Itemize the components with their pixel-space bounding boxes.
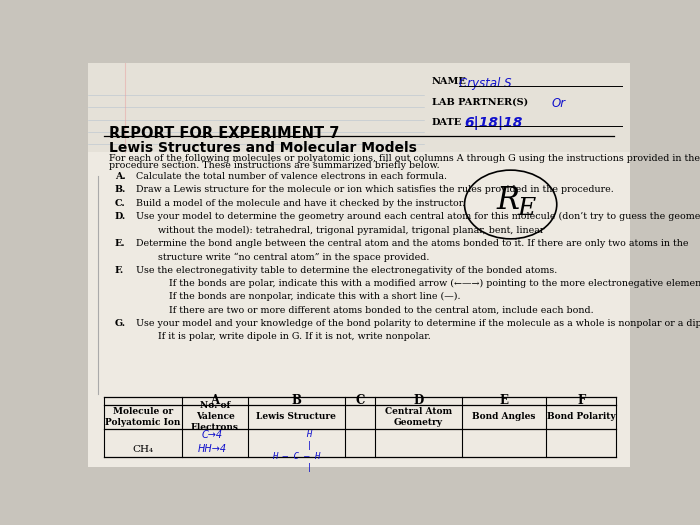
Text: C.: C. <box>115 199 125 208</box>
Text: without the model): tetrahedral, trigonal pyramidal, trigonal planar, bent, line: without the model): tetrahedral, trigona… <box>158 226 545 235</box>
Text: C→4
HH→4: C→4 HH→4 <box>197 430 227 454</box>
Text: Use your model to determine the geometry around each central atom for this molec: Use your model to determine the geometry… <box>136 212 700 222</box>
Text: Crystal S: Crystal S <box>459 77 512 90</box>
Text: If there are two or more different atoms bonded to the central atom, include eac: If there are two or more different atoms… <box>169 306 594 314</box>
Text: DATE: DATE <box>432 118 462 127</box>
Text: Lewis Structures and Molecular Models: Lewis Structures and Molecular Models <box>109 141 417 155</box>
Text: Central Atom
Geometry: Central Atom Geometry <box>385 407 452 427</box>
Text: 6|18|18: 6|18|18 <box>465 117 523 130</box>
Text: For each of the following molecules or polyatomic ions, fill out columns A throu: For each of the following molecules or p… <box>109 154 700 163</box>
Text: B: B <box>291 394 301 407</box>
Text: Use the electronegativity table to determine the electronegativity of the bonded: Use the electronegativity table to deter… <box>136 266 558 275</box>
Text: CH₄: CH₄ <box>132 445 154 454</box>
Text: Use your model and your knowledge of the bond polarity to determine if the molec: Use your model and your knowledge of the… <box>136 319 700 328</box>
Text: Determine the bond angle between the central atom and the atoms bonded to it. If: Determine the bond angle between the cen… <box>136 239 689 248</box>
Text: NAME: NAME <box>432 77 467 86</box>
Text: E: E <box>518 197 536 220</box>
Text: R: R <box>496 185 519 216</box>
Text: REPORT FOR EXPERIMENT 7: REPORT FOR EXPERIMENT 7 <box>109 125 340 141</box>
Text: B.: B. <box>115 185 126 194</box>
Text: If the bonds are nonpolar, indicate this with a short line (—).: If the bonds are nonpolar, indicate this… <box>169 292 461 301</box>
Text: procedure section. These instructions are summarized briefly below.: procedure section. These instructions ar… <box>109 161 440 170</box>
Text: LAB PARTNER(S): LAB PARTNER(S) <box>432 97 528 107</box>
Text: structure write “no central atom” in the space provided.: structure write “no central atom” in the… <box>158 252 429 261</box>
Text: Or: Or <box>552 97 566 110</box>
Text: A: A <box>211 394 220 407</box>
Text: A.: A. <box>115 172 125 181</box>
Text: No. of
Valence
Electrons: No. of Valence Electrons <box>191 401 239 432</box>
Text: Bond Angles: Bond Angles <box>473 412 536 421</box>
Text: F.: F. <box>115 266 124 275</box>
Text: H
     |
H – C – H
     |: H | H – C – H | <box>272 430 321 472</box>
Text: Lewis Structure: Lewis Structure <box>256 412 336 421</box>
Text: Molecule or
Polyatomic Ion: Molecule or Polyatomic Ion <box>106 407 181 427</box>
Text: If the bonds are polar, indicate this with a modified arrow (←—→) pointing to th: If the bonds are polar, indicate this wi… <box>169 279 700 288</box>
Text: D.: D. <box>115 212 126 221</box>
Text: Draw a Lewis structure for the molecule or ion which satisfies the rules provide: Draw a Lewis structure for the molecule … <box>136 185 614 194</box>
Text: If it is polar, write dipole in G. If it is not, write nonpolar.: If it is polar, write dipole in G. If it… <box>158 332 430 341</box>
Text: E: E <box>499 394 508 407</box>
Text: G.: G. <box>115 319 126 328</box>
Text: D: D <box>413 394 424 407</box>
Text: Build a model of the molecule and have it checked by the instructor.: Build a model of the molecule and have i… <box>136 199 466 208</box>
Text: Bond Polarity: Bond Polarity <box>547 412 615 421</box>
Text: Calculate the total number of valence electrons in each formula.: Calculate the total number of valence el… <box>136 172 447 181</box>
Text: F: F <box>577 394 585 407</box>
Bar <box>88 63 630 152</box>
Text: C: C <box>356 394 365 407</box>
Text: E.: E. <box>115 239 125 248</box>
